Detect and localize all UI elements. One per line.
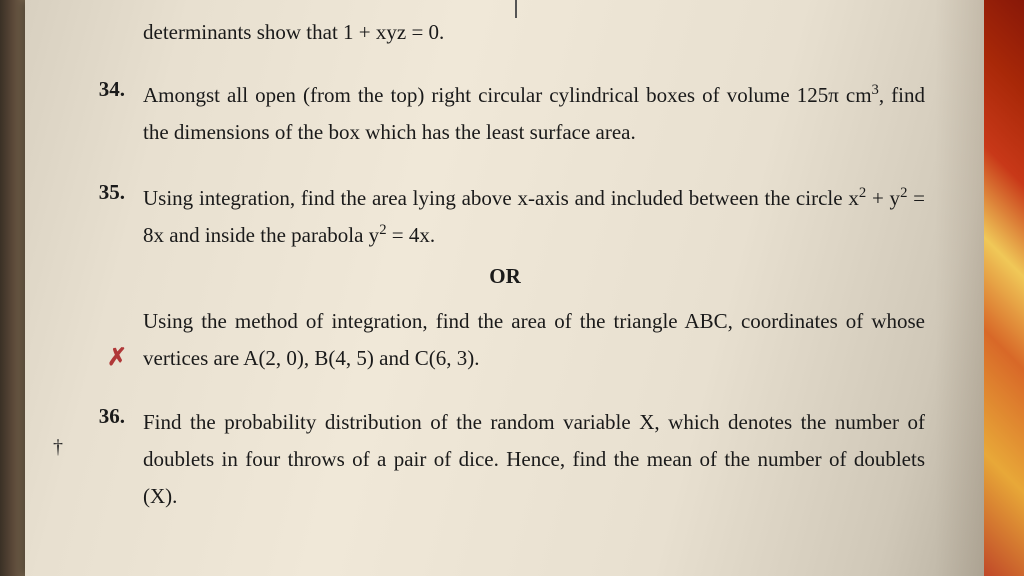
question-number: 34. (85, 77, 143, 151)
fabric-edge (984, 0, 1024, 576)
question-body: Using integration, find the area lying a… (143, 180, 925, 254)
question-36: † 36. Find the probability distribution … (85, 404, 925, 514)
page-top-mark (515, 0, 517, 18)
dagger-mark-icon: † (53, 436, 63, 459)
question-number: 35. (85, 180, 143, 254)
book-spine-shadow (0, 0, 25, 576)
question-number: 36. (85, 404, 143, 514)
fragment-text: determinants show that 1 + xyz = 0. (143, 20, 444, 44)
question-34: 34. Amongst all open (from the top) righ… (85, 77, 925, 151)
cross-mark-icon: ✗ (107, 337, 127, 379)
textbook-page: determinants show that 1 + xyz = 0. 34. … (25, 0, 985, 576)
question-35: 35. Using integration, find the area lyi… (85, 180, 925, 254)
question-body: Find the probability distribution of the… (143, 404, 925, 514)
question-35-alternative: ✗ Using the method of integration, find … (143, 303, 925, 377)
previous-question-fragment: determinants show that 1 + xyz = 0. (143, 14, 925, 51)
question-body: Amongst all open (from the top) right ci… (143, 77, 925, 151)
or-separator: OR (85, 264, 925, 289)
